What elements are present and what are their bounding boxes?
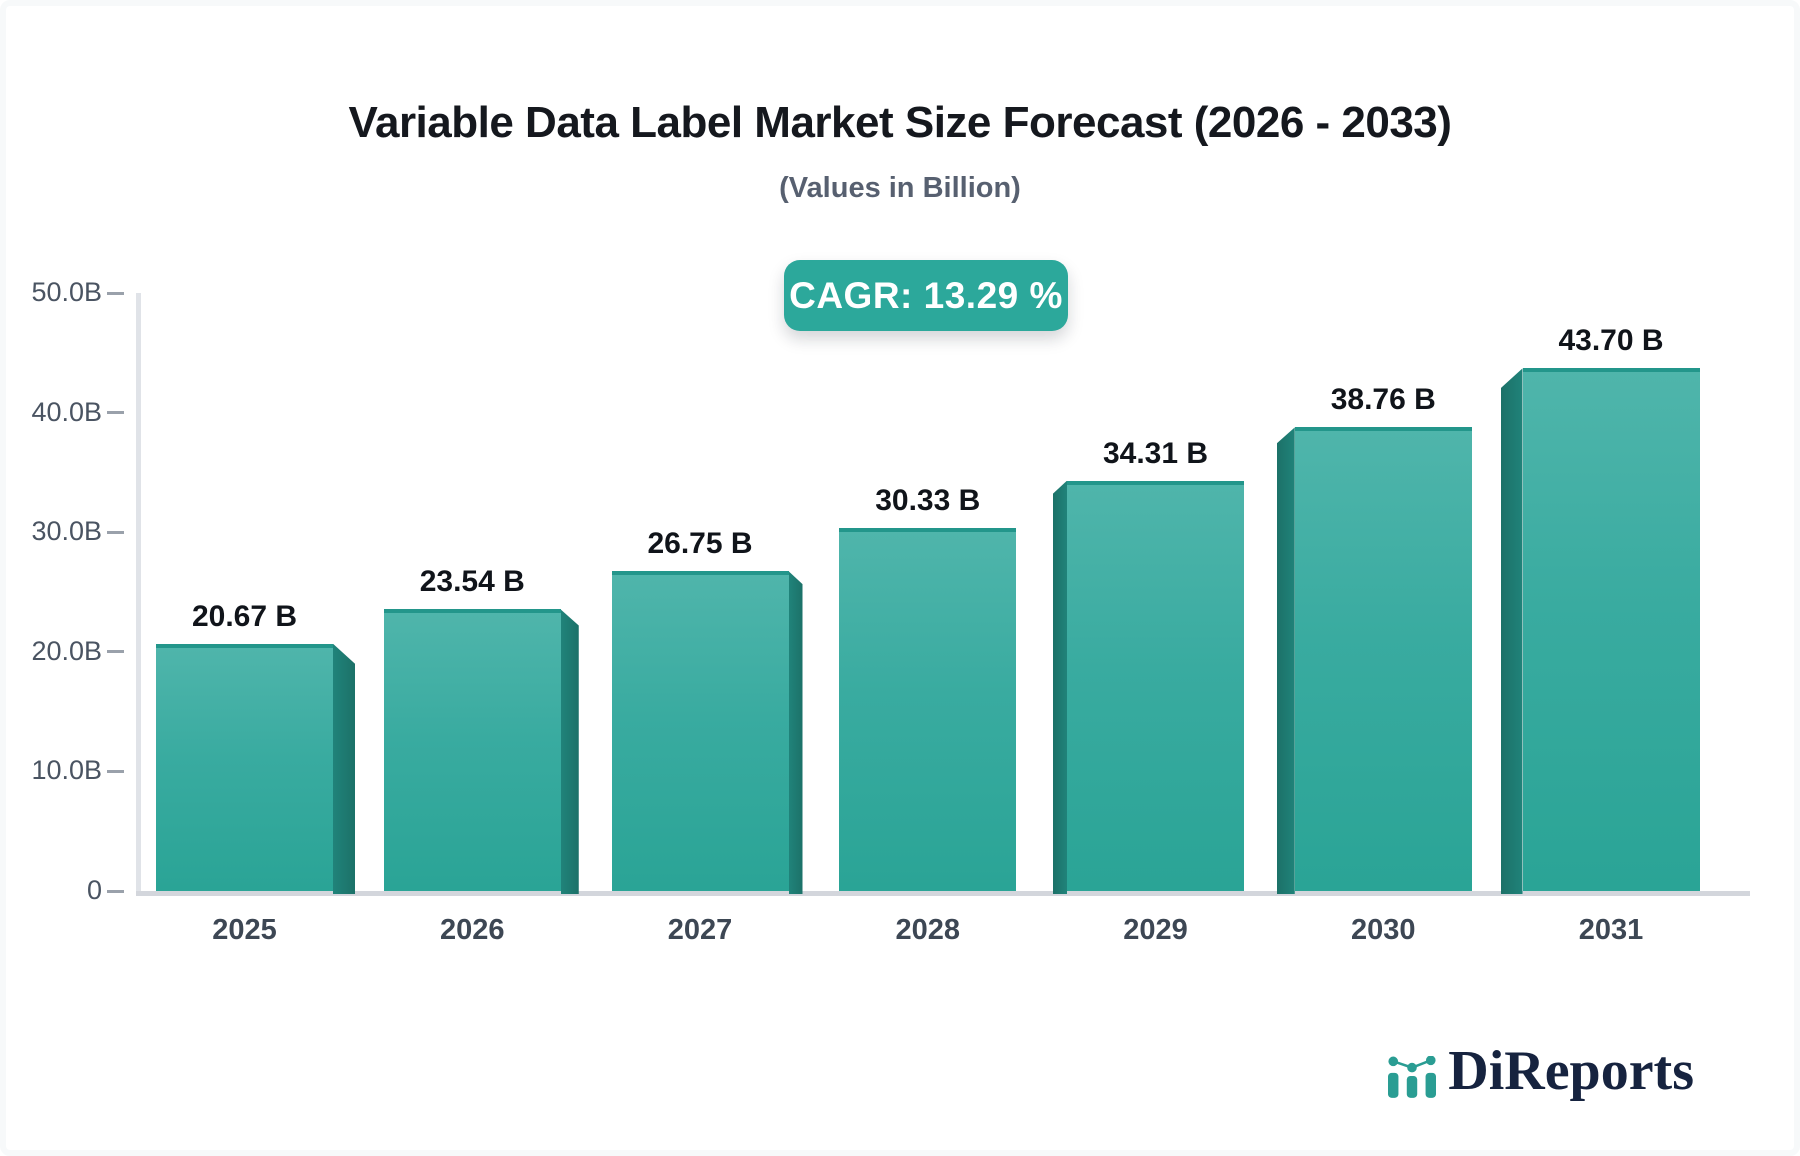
bar-side-face: [560, 609, 579, 894]
cagr-badge: CAGR: 13.29 %: [784, 260, 1068, 331]
bar-2030: [1294, 427, 1472, 891]
y-tick-label: 40.0B: [31, 396, 102, 427]
x-axis-label: 2028: [895, 914, 960, 946]
bar-side-face: [1500, 368, 1523, 894]
chart-subtitle: (Values in Billion): [779, 172, 1021, 204]
y-tick-mark: [107, 650, 124, 654]
bar-side-face: [333, 643, 355, 894]
x-axis-label: 2025: [212, 914, 277, 946]
y-tick-mark: [107, 889, 124, 893]
direports-logo: DiReports: [1388, 1036, 1694, 1102]
x-axis-label: 2030: [1350, 914, 1416, 946]
y-tick-label: 0: [86, 875, 102, 905]
bar-2027: [611, 571, 789, 891]
x-axis-label: 2031: [1578, 914, 1644, 946]
y-tick-mark: [107, 769, 124, 773]
chart-title: Variable Data Label Market Size Forecast…: [348, 98, 1452, 147]
bar-2028: [839, 528, 1017, 891]
bar-side-face: [1276, 427, 1295, 894]
y-tick-label: 30.0B: [31, 516, 102, 547]
bar-line-chart-icon: [1388, 1056, 1437, 1098]
x-axis-label: 2027: [667, 914, 733, 946]
bar-value-label: 38.76 B: [1330, 383, 1436, 417]
x-axis-label: 2029: [1123, 914, 1188, 946]
y-tick-label: 20.0B: [31, 635, 102, 666]
bar-chart-plot: 50.0B 40.0B 30.0B 20.0B 10.0B 0 20.67 B 2025 23.…: [6, 6, 1794, 1150]
bar-2029: [1067, 480, 1244, 891]
bar-side-face: [788, 571, 803, 894]
x-axis-label: 2026: [439, 914, 505, 946]
y-tick-mark: [107, 530, 124, 534]
bar-side-face: [1053, 480, 1067, 894]
y-tick-label: 10.0B: [31, 755, 102, 786]
bar-value-label: 26.75 B: [647, 527, 753, 561]
bar-value-label: 20.67 B: [191, 599, 298, 633]
y-tick-mark: [107, 411, 124, 415]
bar-value-label: 34.31 B: [1102, 436, 1209, 470]
bar-2025: [156, 643, 333, 891]
bar-2026: [383, 609, 561, 891]
x-axis-line: [136, 891, 1750, 896]
bar-value-label: 30.33 B: [875, 484, 981, 518]
y-axis-line: [136, 293, 141, 895]
y-tick-label: 50.0B: [31, 277, 102, 307]
logo-text: DiReports: [1448, 1040, 1694, 1102]
bar-value-label: 23.54 B: [419, 565, 525, 599]
bar-value-label: 43.70 B: [1558, 324, 1664, 358]
bar-2031: [1522, 368, 1700, 891]
y-tick-mark: [107, 291, 124, 295]
